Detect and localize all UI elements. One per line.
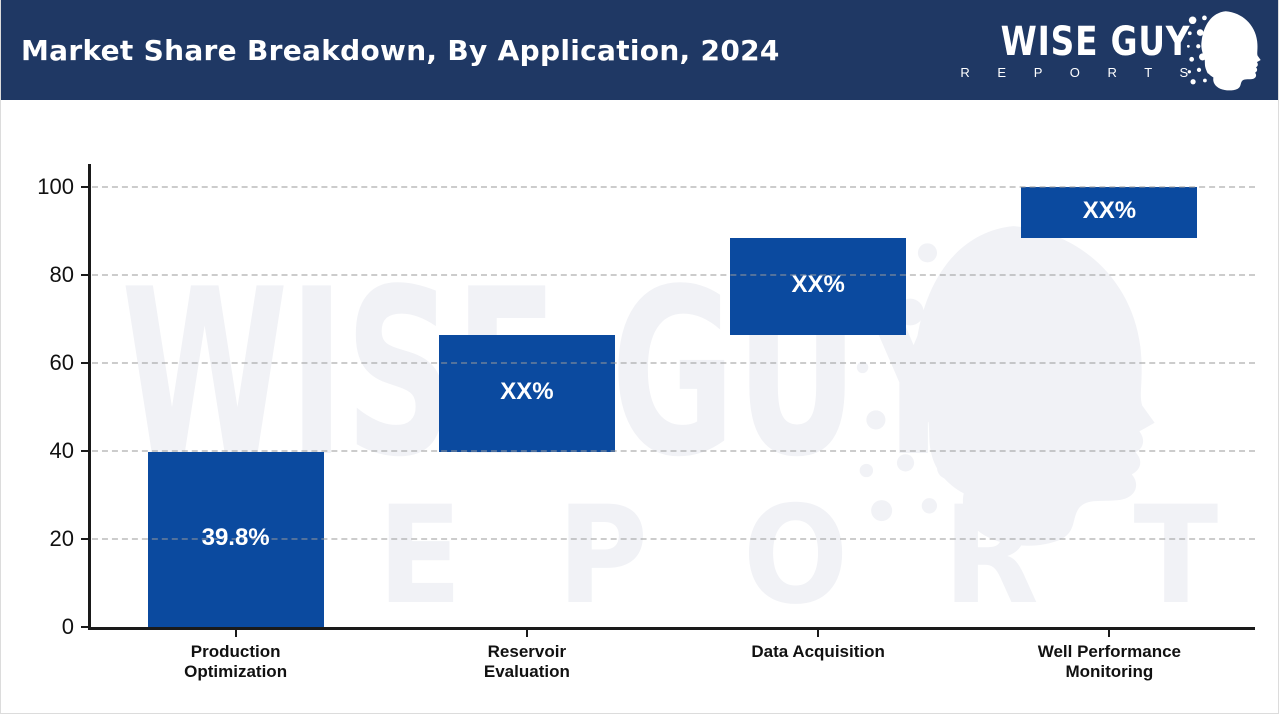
header-bar: Market Share Breakdown, By Application, … (1, 0, 1278, 100)
category-label: Reservoir Evaluation (377, 642, 677, 682)
wise-guy-logo: WISE GUY R E P O R T S (959, 10, 1264, 92)
y-tick (81, 362, 90, 365)
y-tick-label: 80 (49, 262, 74, 287)
watermark-reports: R E P O R T S (187, 477, 1278, 634)
watermark-head-icon (856, 226, 1155, 546)
category-label: Well Performance Monitoring (959, 642, 1259, 682)
bar-reservoir-evaluation (438, 334, 615, 452)
bar-value-label: 39.8% (201, 524, 270, 552)
y-tick-label: 20 (49, 526, 74, 551)
y-tick (81, 274, 90, 277)
gridline-20 (92, 538, 1255, 540)
gridline-100 (92, 186, 1255, 188)
logo-head-icon (1186, 11, 1261, 91)
x-axis (88, 627, 1255, 630)
category-label: Production Optimization (86, 642, 386, 682)
category-label-line: Data Acquisition (751, 642, 885, 661)
category-label-line: Reservoir (487, 642, 567, 661)
category-label-line: Monitoring (1065, 662, 1154, 681)
category-label-line: Optimization (184, 662, 288, 681)
y-tick (81, 186, 90, 189)
bar-value-label: XX% (791, 271, 845, 299)
y-tick (81, 626, 90, 629)
y-tick-label: 0 (61, 614, 74, 639)
y-tick-label: 100 (37, 174, 74, 199)
category-label-line: Well Performance (1037, 642, 1182, 661)
bar-data-acquisition (730, 237, 907, 335)
gridline-40 (92, 450, 1255, 452)
bar-well-performance-monitoring (1021, 187, 1198, 238)
category-label: Data Acquisition (668, 642, 968, 662)
x-tick (234, 629, 237, 637)
y-axis (88, 164, 91, 629)
y-tick (81, 538, 90, 541)
bar-value-label: XX% (500, 378, 554, 406)
x-tick (817, 629, 820, 637)
logo-wordmark: WISE GUY (1000, 19, 1190, 65)
category-label-line: Production (190, 642, 281, 661)
y-tick-label: 40 (49, 438, 74, 463)
y-tick (81, 450, 90, 453)
bar-value-label: XX% (1082, 197, 1137, 225)
y-tick-label: 60 (49, 350, 74, 375)
category-label-line: Evaluation (483, 662, 570, 681)
page-title: Market Share Breakdown, By Application, … (21, 33, 780, 67)
logo-reports-label: R E P O R T S (960, 65, 1201, 80)
x-tick (525, 629, 528, 637)
gridline-60 (92, 362, 1255, 364)
x-tick (1108, 629, 1111, 637)
gridline-80 (92, 274, 1255, 276)
